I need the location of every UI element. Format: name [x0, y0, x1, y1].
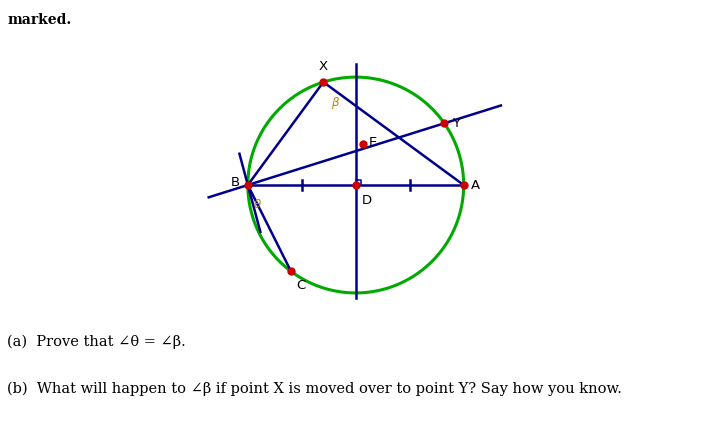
Text: A: A: [471, 179, 480, 192]
Text: (b)  What will happen to ∠β if point X is moved over to point Y? Say how you kno: (b) What will happen to ∠β if point X is…: [7, 382, 622, 396]
Text: E: E: [369, 137, 377, 149]
Text: X: X: [319, 61, 328, 73]
Text: marked.: marked.: [7, 13, 72, 27]
Text: β: β: [331, 96, 338, 109]
Text: Y: Y: [452, 117, 460, 130]
Text: C: C: [297, 279, 305, 292]
Text: θ: θ: [254, 198, 261, 211]
Text: B: B: [231, 176, 240, 190]
Text: D: D: [363, 194, 373, 206]
Text: (a)  Prove that ∠θ = ∠β.: (a) Prove that ∠θ = ∠β.: [7, 335, 186, 349]
